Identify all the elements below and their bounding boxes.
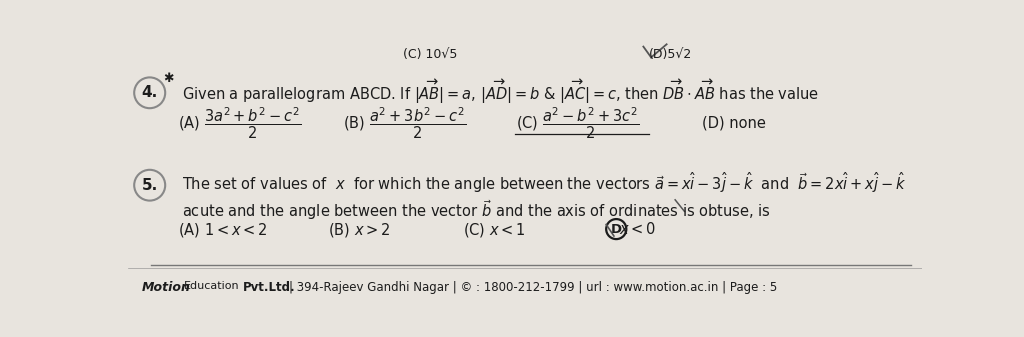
- Text: ✱: ✱: [163, 72, 173, 86]
- Text: | 394-Rajeev Gandhi Nagar | © : 1800-212-1799 | url : www.motion.ac.in | Page : : | 394-Rajeev Gandhi Nagar | © : 1800-212…: [289, 281, 777, 294]
- Text: (D)5√2: (D)5√2: [649, 48, 692, 61]
- Text: D: D: [610, 223, 622, 236]
- Text: $x<0$: $x<0$: [620, 221, 656, 237]
- Text: (C) 10√5: (C) 10√5: [403, 48, 458, 61]
- Text: The set of values of  $x$  for which the angle between the vectors $\vec{a}=x\ha: The set of values of $x$ for which the a…: [182, 170, 907, 195]
- Text: 4.: 4.: [141, 85, 158, 100]
- Text: (C) $\dfrac{a^2-b^2+3c^2}{2}$: (C) $\dfrac{a^2-b^2+3c^2}{2}$: [515, 106, 639, 141]
- Text: (C) $x<1$: (C) $x<1$: [463, 221, 525, 239]
- Text: acute and the angle between the vector $\vec{b}$ and the axis of ordinates is ob: acute and the angle between the vector $…: [182, 198, 771, 222]
- Text: (B) $x>2$: (B) $x>2$: [328, 221, 390, 239]
- Text: (D) none: (D) none: [701, 116, 765, 131]
- Text: (A) $\dfrac{3a^2+b^2-c^2}{2}$: (A) $\dfrac{3a^2+b^2-c^2}{2}$: [178, 106, 301, 141]
- Text: 5.: 5.: [141, 178, 158, 193]
- Text: Education: Education: [183, 281, 240, 291]
- Text: (A) $1<x<2$: (A) $1<x<2$: [178, 221, 268, 239]
- Text: Given a parallelogram ABCD. If $|\overrightarrow{AB}|=a$, $|\overrightarrow{AD}|: Given a parallelogram ABCD. If $|\overri…: [182, 78, 819, 105]
- Text: Pvt.Ltd.: Pvt.Ltd.: [243, 281, 295, 294]
- Text: (B) $\dfrac{a^2+3b^2-c^2}{2}$: (B) $\dfrac{a^2+3b^2-c^2}{2}$: [343, 106, 467, 141]
- Text: Motion: Motion: [142, 281, 190, 294]
